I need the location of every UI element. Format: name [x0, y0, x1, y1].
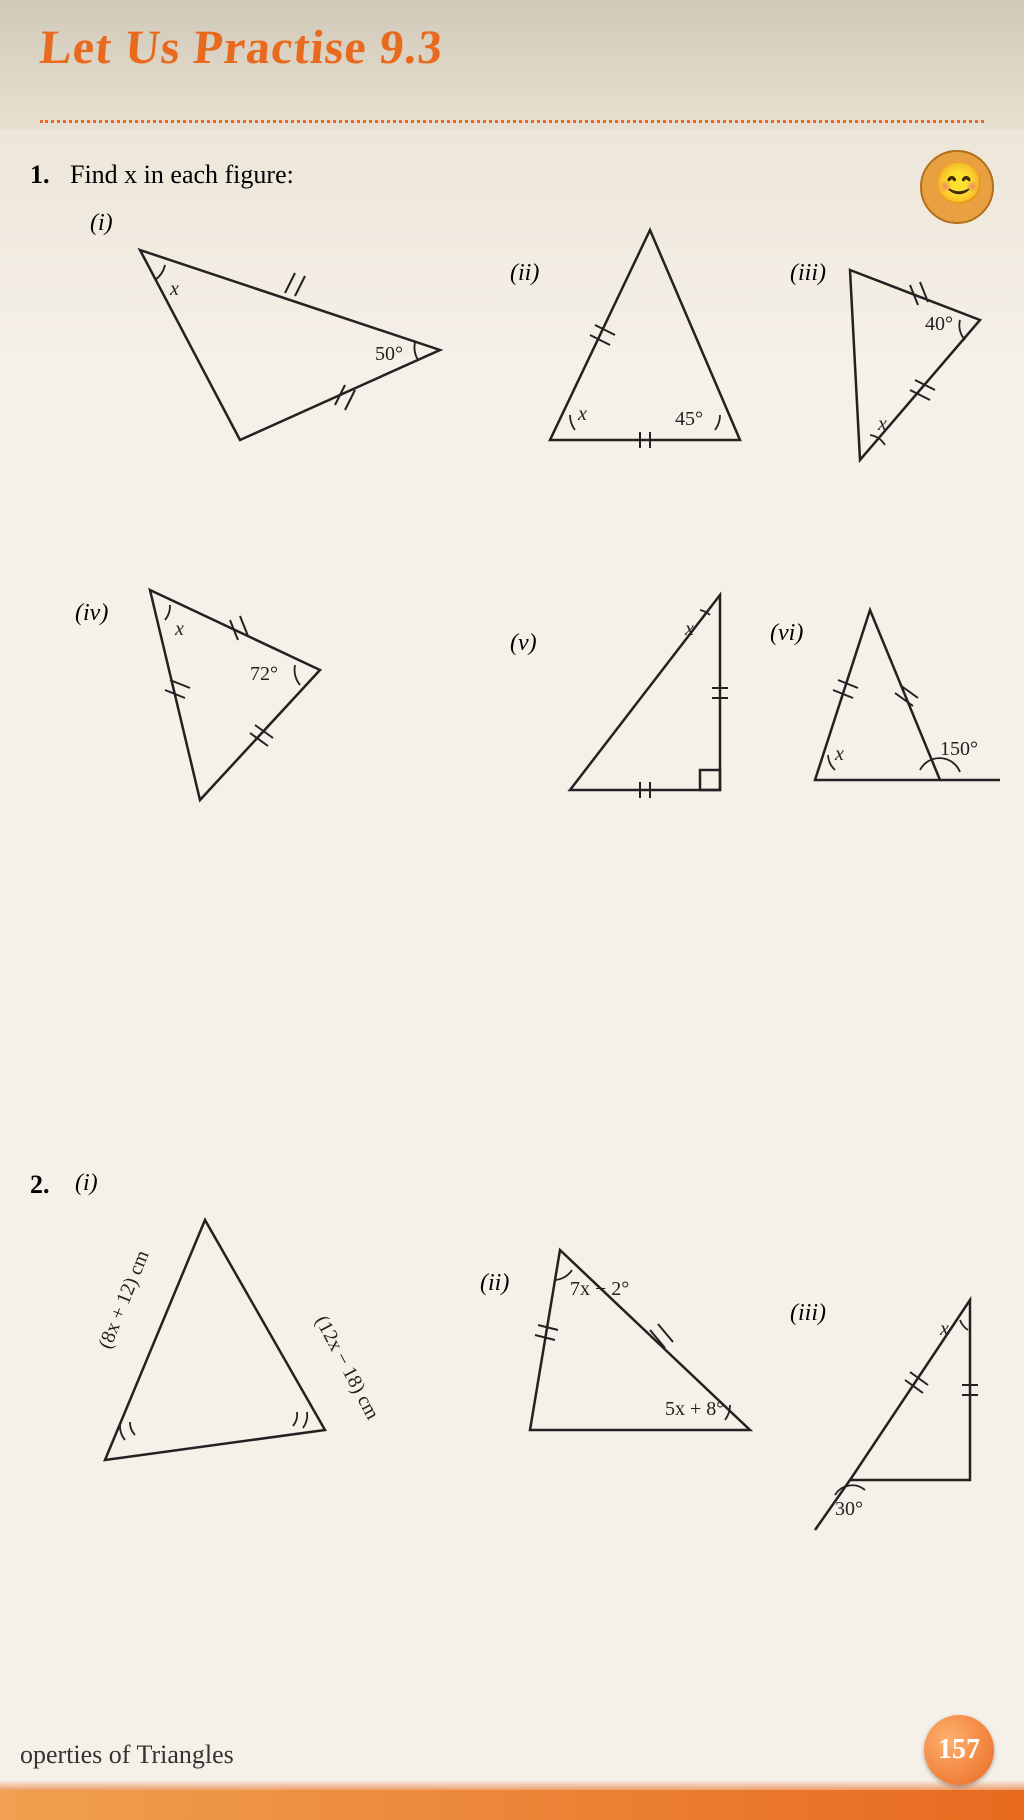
fig-2i: (8x + 12) cm (12x − 18) cm [55, 1180, 385, 1500]
fig-1i-x: x [169, 278, 179, 300]
page-number-text: 157 [938, 1734, 980, 1766]
fig-2i-side1: (8x + 12) cm [94, 1247, 154, 1352]
fig-1ii-angle: 45° [675, 408, 703, 430]
fig-2iii-angle: 30° [835, 1498, 863, 1520]
fig-1vi-angle: 150° [940, 738, 978, 760]
page: Let Us Practise 9.3 1. Find x in each fi… [0, 0, 1024, 1820]
fig-2ii-ang1: 7x − 2° [570, 1278, 629, 1300]
question-1-number: 1. [30, 160, 50, 190]
question-2-number: 2. [30, 1170, 50, 1200]
fig-1v-x: x [684, 618, 694, 640]
fig-1iii: 40° x [820, 250, 1000, 480]
exercise-title: Let Us Practise 9.3 [38, 20, 446, 75]
fig-1ii-label: (ii) [510, 260, 539, 287]
fig-2ii: 7x − 2° 5x + 8° [510, 1220, 770, 1470]
dotted-rule [40, 120, 984, 123]
fig-2iii-x: x [939, 1318, 949, 1340]
fig-1i-angle: 50° [375, 343, 403, 365]
fig-1i: x 50° [120, 220, 460, 470]
footer-bar [0, 1790, 1024, 1820]
fig-2ii-ang2: 5x + 8° [665, 1398, 724, 1420]
page-number: 157 [924, 1715, 994, 1785]
fig-1v-label: (v) [510, 630, 537, 657]
question-1-text: Find x in each figure: [70, 160, 294, 190]
fig-1vi-label: (vi) [770, 620, 803, 647]
fig-1iv-angle: 72° [250, 663, 278, 685]
footer-shadow [0, 1780, 1024, 1790]
fig-1iv-label: (iv) [75, 600, 108, 627]
fig-1i-label: (i) [90, 210, 113, 237]
fig-1vi: x 150° [800, 580, 1010, 830]
fig-2i-side2: (12x − 18) cm [311, 1312, 384, 1423]
fig-2iii: x 30° [810, 1280, 1010, 1540]
footer-chapter: operties of Triangles [20, 1740, 234, 1770]
fig-1iv-x: x [174, 618, 184, 640]
fig-1iii-x: x [877, 413, 887, 435]
fig-2ii-label: (ii) [480, 1270, 509, 1297]
fig-1ii-x: x [577, 403, 587, 425]
mascot-icon [920, 150, 994, 224]
fig-1iv: x 72° [110, 550, 350, 820]
fig-1v: x [550, 580, 750, 820]
fig-1vi-x: x [834, 743, 844, 765]
fig-1ii: x 45° [540, 220, 760, 480]
fig-1iii-angle: 40° [925, 313, 953, 335]
